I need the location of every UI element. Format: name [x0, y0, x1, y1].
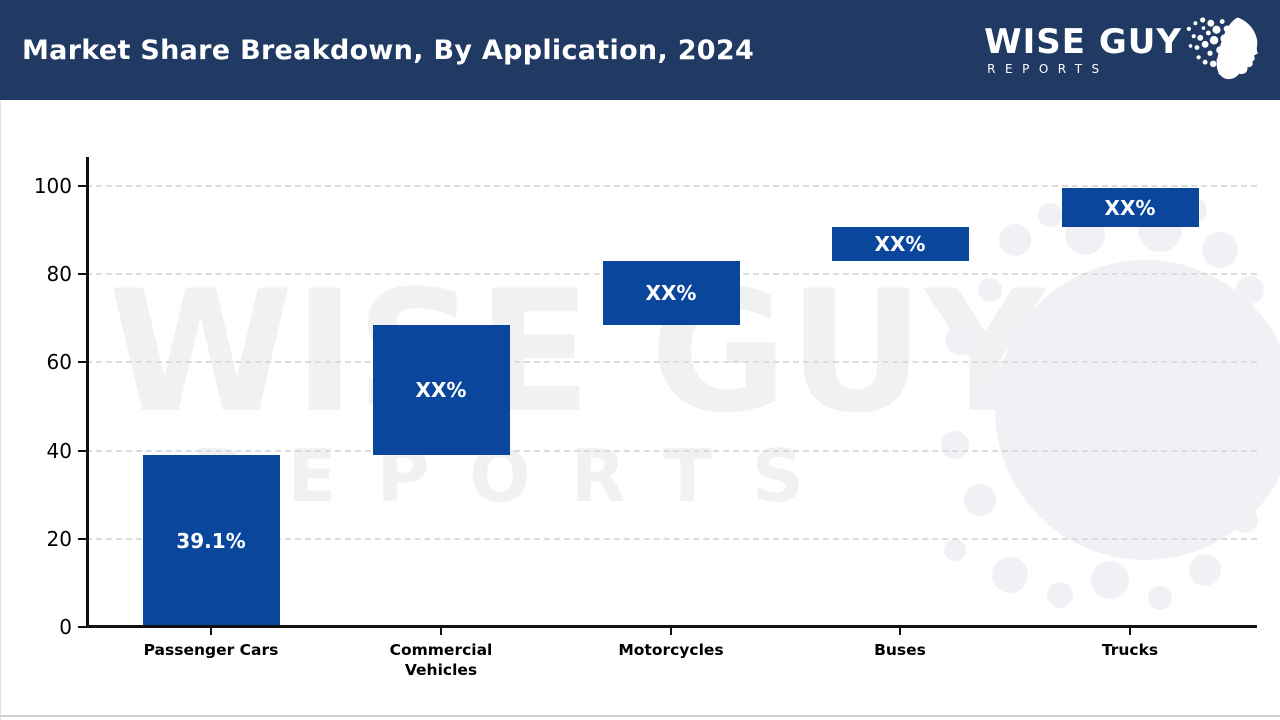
y-tick-100 — [78, 185, 86, 187]
bar-value-label: 39.1% — [176, 528, 246, 553]
gridline-40 — [86, 449, 1257, 452]
x-axis-line — [86, 625, 1257, 628]
logo-wordmark: WISE GUY REPORTS — [984, 25, 1182, 76]
x-tick-5 — [1129, 628, 1131, 635]
y-axis-line — [86, 157, 89, 628]
y-tick-0 — [78, 626, 86, 628]
bar-motorcycles: XX% — [602, 260, 740, 326]
x-tick-1 — [210, 628, 212, 635]
gridline-20 — [86, 537, 1257, 540]
watermark-wordmark: WISE GUY — [108, 254, 1047, 450]
x-tick-4 — [899, 628, 901, 635]
x-category-label: Buses — [874, 641, 926, 659]
page-title: Market Share Breakdown, By Application, … — [22, 34, 755, 66]
bar-buses: XX% — [831, 227, 969, 261]
y-tick-label-100: 100 — [33, 174, 72, 198]
y-tick-label-80: 80 — [46, 262, 72, 287]
y-tick-60 — [78, 361, 86, 364]
gridline-100 — [86, 185, 1257, 187]
bar-trucks: XX% — [1061, 187, 1199, 228]
logo-wordmark-main: WISE GUY — [984, 21, 1182, 62]
bar-value-label: XX% — [874, 231, 926, 256]
y-tick-label-0: 0 — [59, 615, 72, 639]
watermark-head-icon — [941, 196, 1280, 610]
bar-commercial-vehicles: XX% — [372, 325, 510, 455]
y-tick-label-20: 20 — [46, 526, 72, 551]
gridline-60 — [86, 361, 1257, 364]
y-tick-40 — [78, 449, 86, 452]
x-category-label: Passenger Cars — [143, 641, 279, 659]
logo-wordmark-sub: REPORTS — [987, 61, 1109, 76]
wise-guy-logo: WISE GUY REPORTS — [984, 9, 1262, 91]
header-bar: Market Share Breakdown, By Application, … — [0, 0, 1280, 100]
y-tick-label-40: 40 — [46, 438, 72, 463]
y-tick-20 — [78, 537, 86, 540]
y-tick-label-60: 60 — [46, 350, 72, 375]
bar-value-label: XX% — [1104, 195, 1156, 220]
bottom-divider — [0, 715, 1280, 717]
x-category-label: Commercial Vehicles — [389, 641, 493, 680]
x-category-label: Motorcycles — [618, 641, 724, 659]
x-category-label: Trucks — [1101, 641, 1159, 659]
y-tick-80 — [78, 273, 86, 276]
bar-value-label: XX% — [645, 280, 697, 305]
logo-head-icon — [1186, 17, 1258, 80]
bar-value-label: XX% — [415, 377, 467, 402]
bar-passenger-cars: 39.1% — [142, 454, 280, 627]
x-tick-2 — [440, 628, 442, 635]
x-tick-3 — [670, 628, 672, 635]
